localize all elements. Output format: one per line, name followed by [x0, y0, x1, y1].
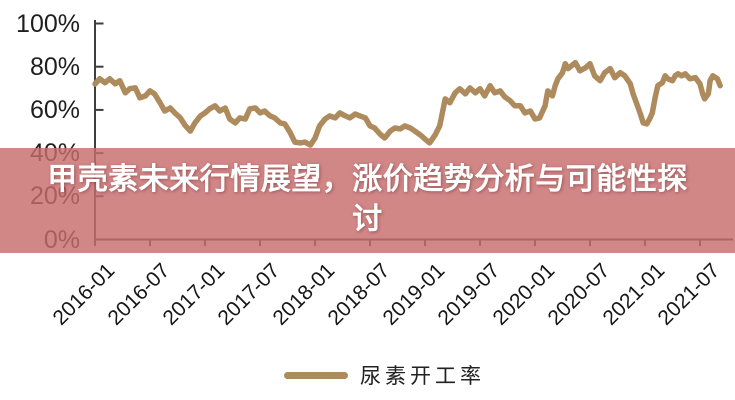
- title-banner: 甲壳素未来行情展望，涨价趋势分析与可能性探 讨: [0, 148, 735, 253]
- legend: 尿素开工率: [0, 360, 735, 390]
- y-axis-label: 80%: [29, 52, 80, 81]
- banner-title-line2: 讨: [352, 203, 383, 236]
- y-axis-label: 60%: [29, 95, 80, 124]
- y-axis-label: 100%: [16, 9, 80, 38]
- legend-label: 尿素开工率: [360, 364, 485, 388]
- series-line-尿素开工率: [92, 59, 723, 148]
- banner-title-line1: 甲壳素未来行情展望，涨价趋势分析与可能性探: [47, 163, 688, 196]
- legend-line-swatch: [284, 371, 348, 379]
